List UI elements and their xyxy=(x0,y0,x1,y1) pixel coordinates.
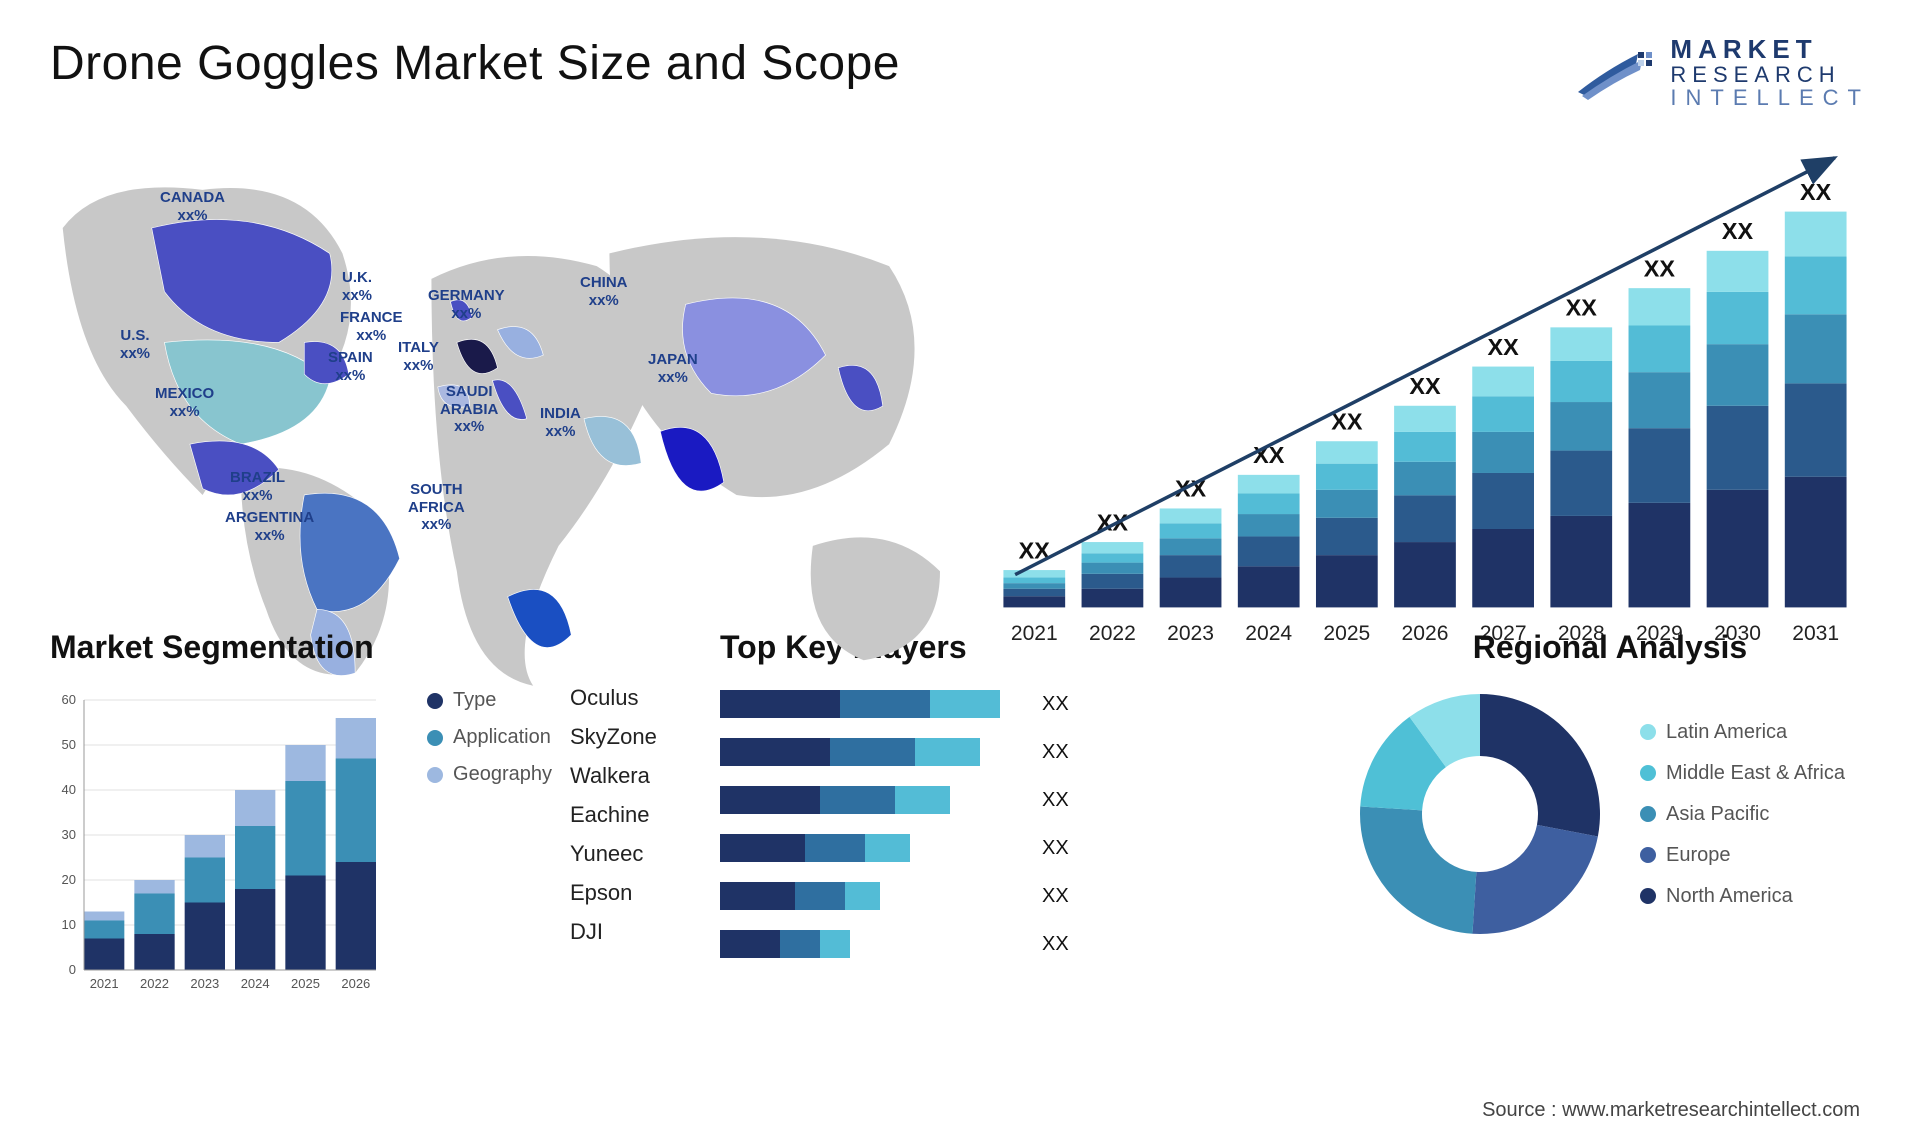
svg-text:2024: 2024 xyxy=(241,976,270,991)
svg-text:0: 0 xyxy=(69,962,76,977)
company-walkera: Walkera xyxy=(570,763,690,789)
page-title: Drone Goggles Market Size and Scope xyxy=(50,36,900,91)
company-epson: Epson xyxy=(570,880,690,906)
legend-dot-icon xyxy=(427,693,443,709)
map-label-u-s-: U.S.xx% xyxy=(120,327,150,362)
svg-text:XX: XX xyxy=(1566,295,1598,321)
company-skyzone: SkyZone xyxy=(570,724,690,750)
svg-text:2025: 2025 xyxy=(291,976,320,991)
svg-text:2026: 2026 xyxy=(341,976,370,991)
brand-logo: MARKET RESEARCH INTELLECT xyxy=(1576,36,1870,109)
segmentation-legend: Type Application Geography xyxy=(427,689,552,1009)
map-label-argentina: ARGENTINAxx% xyxy=(225,509,314,544)
player-bar xyxy=(720,738,1020,766)
company-yuneec: Yuneec xyxy=(570,841,690,867)
map-label-germany: GERMANYxx% xyxy=(428,287,505,322)
map-label-saudi-arabia: SAUDIARABIAxx% xyxy=(440,383,498,435)
player-bar xyxy=(720,930,1020,958)
company-eachine: Eachine xyxy=(570,802,690,828)
map-label-u-k-: U.K.xx% xyxy=(342,269,372,304)
logo-text-2: RESEARCH xyxy=(1670,63,1870,86)
svg-text:2023: 2023 xyxy=(1167,623,1214,646)
source-credit: Source : www.marketresearchintellect.com xyxy=(1482,1099,1860,1122)
segmentation-title: Market Segmentation xyxy=(50,629,409,666)
svg-text:30: 30 xyxy=(62,827,76,842)
world-map-panel: CANADAxx% U.S.xx%MEXICOxx% BRAZILxx% ARGENT… xyxy=(50,139,940,599)
player-row-5: XX xyxy=(720,924,1320,964)
svg-text:60: 60 xyxy=(62,692,76,707)
player-row-2: XX xyxy=(720,780,1320,820)
company-oculus: Oculus xyxy=(570,685,690,711)
svg-text:XX: XX xyxy=(1488,334,1520,360)
map-label-mexico: MEXICOxx% xyxy=(155,385,214,420)
region-legend-europe: Europe xyxy=(1640,844,1845,867)
svg-text:XX: XX xyxy=(1800,179,1832,205)
legend-dot-icon xyxy=(1640,724,1656,740)
legend-dot-icon xyxy=(1640,765,1656,781)
player-value: XX xyxy=(1042,837,1069,860)
svg-text:2024: 2024 xyxy=(1245,623,1292,646)
seg-legend-application: Application xyxy=(427,726,552,749)
regional-legend: Latin America Middle East & Africa Asia Pa… xyxy=(1640,721,1845,908)
regional-title: Regional Analysis xyxy=(1350,629,1870,666)
svg-text:10: 10 xyxy=(62,917,76,932)
player-row-3: XX xyxy=(720,828,1320,868)
legend-dot-icon xyxy=(1640,806,1656,822)
logo-mark-icon xyxy=(1576,42,1656,104)
player-row-1: XX xyxy=(720,732,1320,772)
legend-dot-icon xyxy=(1640,847,1656,863)
map-label-japan: JAPANxx% xyxy=(648,351,698,386)
legend-dot-icon xyxy=(427,730,443,746)
map-label-spain: SPAINxx% xyxy=(328,349,373,384)
map-label-brazil: BRAZILxx% xyxy=(230,469,285,504)
segmentation-bar-chart: 0 10 20 30 40 50 60 2021 2022 2023 2024 2025 2026 xyxy=(50,684,380,994)
svg-text:XX: XX xyxy=(1409,374,1441,400)
logo-text-3: INTELLECT xyxy=(1670,86,1870,109)
map-label-canada: CANADAxx% xyxy=(160,189,225,224)
svg-text:XX: XX xyxy=(1722,219,1754,245)
map-label-france: FRANCExx% xyxy=(340,309,403,344)
player-bar xyxy=(720,786,1020,814)
svg-text:50: 50 xyxy=(62,737,76,752)
player-value: XX xyxy=(1042,693,1069,716)
svg-text:2022: 2022 xyxy=(1089,623,1136,646)
svg-text:2022: 2022 xyxy=(140,976,169,991)
player-value: XX xyxy=(1042,885,1069,908)
region-legend-latin-america: Latin America xyxy=(1640,721,1845,744)
regional-donut-chart xyxy=(1350,684,1610,944)
legend-dot-icon xyxy=(427,767,443,783)
svg-text:2023: 2023 xyxy=(190,976,219,991)
svg-text:XX: XX xyxy=(1644,256,1676,282)
regional-panel: Regional Analysis Latin America Middle Ea… xyxy=(1350,629,1870,1009)
player-value: XX xyxy=(1042,789,1069,812)
player-row-4: XX xyxy=(720,876,1320,916)
svg-text:20: 20 xyxy=(62,872,76,887)
player-bar xyxy=(720,690,1020,718)
map-label-china: CHINAxx% xyxy=(580,274,628,309)
region-legend-north-america: North America xyxy=(1640,885,1845,908)
legend-dot-icon xyxy=(1640,888,1656,904)
seg-legend-type: Type xyxy=(427,689,552,712)
player-bar xyxy=(720,834,1020,862)
player-value: XX xyxy=(1042,933,1069,956)
seg-legend-geography: Geography xyxy=(427,763,552,786)
svg-text:40: 40 xyxy=(62,782,76,797)
logo-text-1: MARKET xyxy=(1670,36,1870,63)
map-label-italy: ITALYxx% xyxy=(398,339,439,374)
region-legend-middle-east-africa: Middle East & Africa xyxy=(1640,762,1845,785)
segmentation-panel: Market Segmentation 0 10 20 30 40 50 60 2021 202… xyxy=(50,629,690,1009)
company-dji: DJI xyxy=(570,919,690,945)
svg-text:2021: 2021 xyxy=(1011,623,1058,646)
segmentation-company-list: Oculus SkyZone Walkera Eachine Yuneec Epson DJ… xyxy=(570,685,690,1009)
map-label-south-africa: SOUTHAFRICAxx% xyxy=(408,481,465,533)
player-value: XX xyxy=(1042,741,1069,764)
player-bar xyxy=(720,882,1020,910)
svg-text:2021: 2021 xyxy=(90,976,119,991)
region-legend-asia-pacific: Asia Pacific xyxy=(1640,803,1845,826)
player-row-0: XX xyxy=(720,684,1320,724)
forecast-bar-chart: XX2021XX2022XX2023XX2024XX2025XX2026XX20… xyxy=(980,139,1870,599)
map-label-india: INDIAxx% xyxy=(540,405,581,440)
